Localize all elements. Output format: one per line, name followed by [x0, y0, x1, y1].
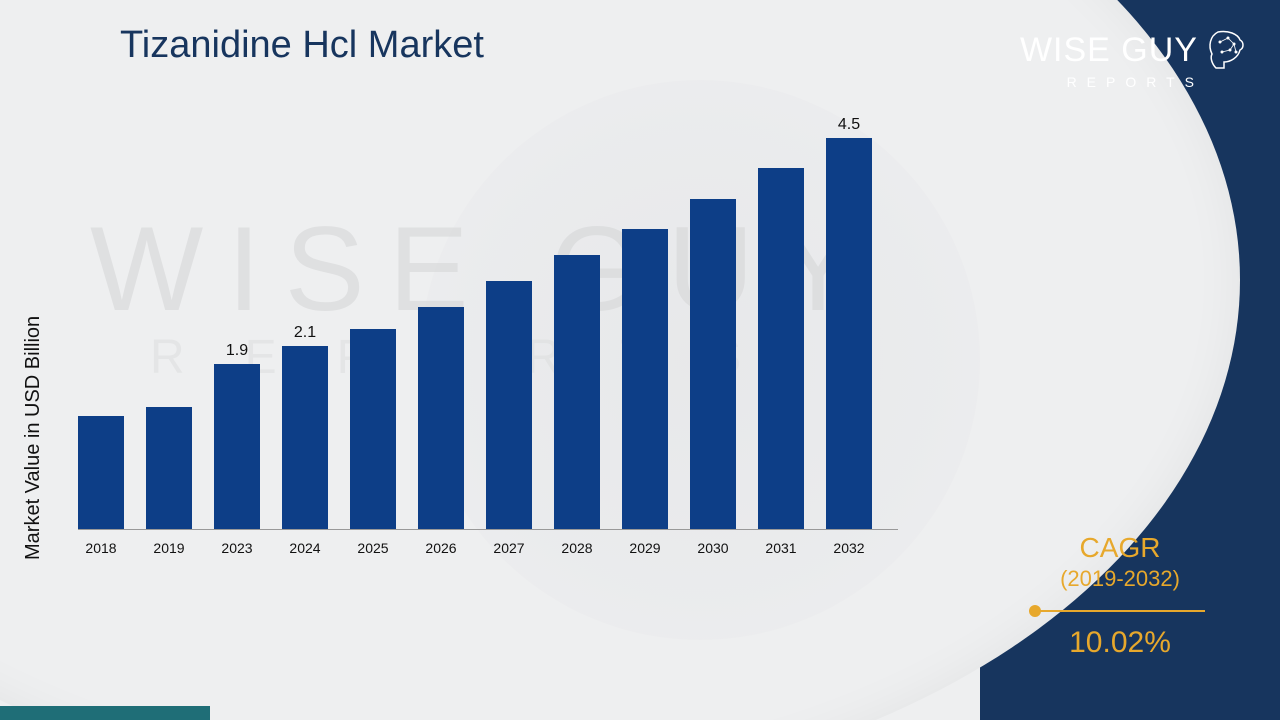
brand-logo: WISE GUY REPORTS	[1020, 28, 1248, 90]
bar-value-label: 1.9	[226, 342, 248, 360]
xtick: 2023	[214, 540, 260, 556]
bar-2018	[78, 416, 124, 529]
xtick: 2026	[418, 540, 464, 556]
xtick: 2029	[622, 540, 668, 556]
bar-chart: 1.9 2.1 4.5 2018 2019 2023 2024 2025 2026 2027 20…	[78, 130, 898, 560]
bar-value-label: 2.1	[294, 324, 316, 342]
cagr-divider	[1035, 610, 1205, 612]
bar-2023: 1.9	[214, 364, 260, 529]
bar-2028	[554, 255, 600, 529]
bar-2026	[418, 307, 464, 529]
bar-2032: 4.5	[826, 138, 872, 529]
bar-2029	[622, 229, 668, 529]
head-icon	[1204, 28, 1248, 72]
cagr-value: 10.02%	[1020, 626, 1220, 660]
bar-value-label: 4.5	[838, 116, 860, 134]
y-axis-label: Market Value in USD Billion	[22, 316, 45, 560]
xtick: 2027	[486, 540, 532, 556]
xtick: 2018	[78, 540, 124, 556]
bar-2031	[758, 168, 804, 529]
xtick: 2032	[826, 540, 872, 556]
bar-2027	[486, 281, 532, 529]
xtick: 2024	[282, 540, 328, 556]
xtick: 2019	[146, 540, 192, 556]
bar-2030	[690, 199, 736, 529]
bar-2025	[350, 329, 396, 529]
bar-2024: 2.1	[282, 346, 328, 529]
bar-2019	[146, 407, 192, 529]
logo-main-text: WISE GUY	[1020, 31, 1198, 70]
logo-sub-text: REPORTS	[1020, 74, 1248, 90]
cagr-title: CAGR	[1020, 532, 1220, 564]
plot-area: 1.9 2.1 4.5	[78, 130, 898, 530]
xtick: 2025	[350, 540, 396, 556]
page-title: Tizanidine Hcl Market	[120, 24, 484, 67]
xtick: 2028	[554, 540, 600, 556]
cagr-range: (2019-2032)	[1020, 566, 1220, 592]
cagr-block: CAGR (2019-2032) 10.02%	[1020, 532, 1220, 660]
xtick: 2030	[690, 540, 736, 556]
xtick: 2031	[758, 540, 804, 556]
bottom-strip	[0, 706, 210, 720]
